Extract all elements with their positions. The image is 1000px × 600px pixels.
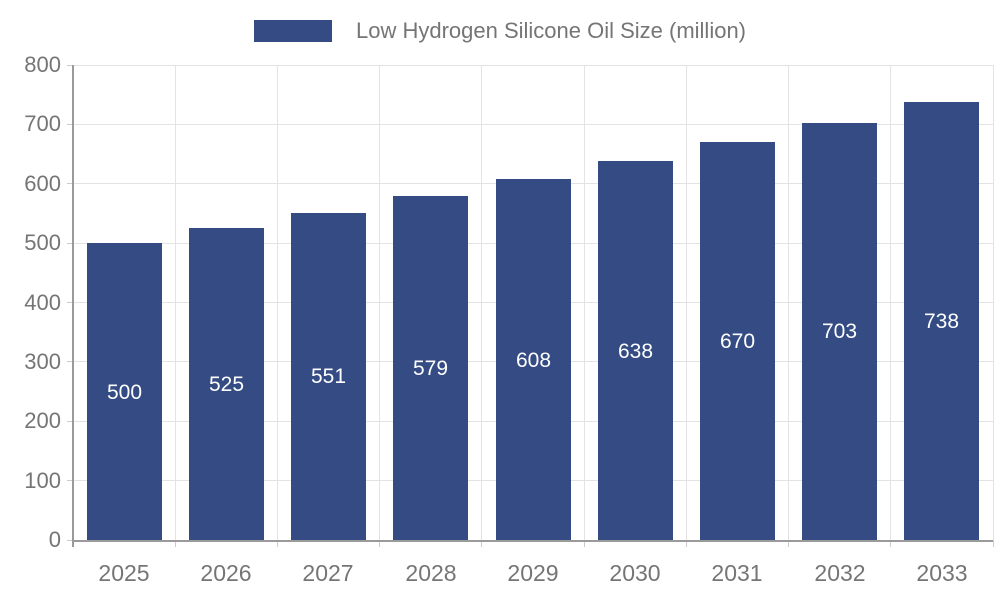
x-tick-mark bbox=[890, 540, 892, 547]
x-tick-label: 2032 bbox=[814, 560, 866, 586]
x-tick-mark bbox=[583, 540, 585, 547]
y-tick-mark bbox=[67, 420, 73, 422]
bar bbox=[393, 196, 468, 540]
gridline bbox=[481, 65, 483, 540]
gridline bbox=[788, 65, 790, 540]
x-tick-mark bbox=[481, 540, 483, 547]
x-tick-mark bbox=[174, 540, 176, 547]
gridline bbox=[583, 65, 585, 540]
x-tick-mark bbox=[379, 540, 381, 547]
x-tick-label: 2031 bbox=[711, 560, 763, 586]
bar-value-label: 579 bbox=[412, 357, 449, 380]
y-axis-line bbox=[72, 65, 74, 547]
y-tick-label: 200 bbox=[24, 408, 61, 434]
gridline bbox=[73, 64, 993, 66]
y-tick-mark bbox=[67, 480, 73, 482]
y-tick-label: 600 bbox=[24, 170, 61, 196]
x-axis-line bbox=[72, 540, 993, 542]
x-tick-mark bbox=[685, 540, 687, 547]
y-tick-mark bbox=[67, 64, 73, 66]
bar bbox=[802, 122, 877, 540]
bar-value-label: 525 bbox=[208, 373, 245, 396]
x-tick-label: 2033 bbox=[916, 560, 968, 586]
bar bbox=[496, 179, 571, 540]
bar-value-label: 670 bbox=[719, 330, 756, 353]
gridline bbox=[174, 65, 176, 540]
bar-value-label: 500 bbox=[106, 381, 143, 404]
gridline bbox=[890, 65, 892, 540]
y-tick-label: 0 bbox=[48, 527, 61, 552]
legend[interactable]: Low Hydrogen Silicone Oil Size (million) bbox=[0, 18, 1000, 44]
bar bbox=[189, 228, 264, 540]
y-tick-label: 700 bbox=[24, 111, 61, 137]
y-tick-label: 300 bbox=[24, 348, 61, 374]
x-tick-label: 2027 bbox=[302, 560, 354, 586]
y-tick-mark bbox=[67, 302, 73, 303]
x-tick-label: 2029 bbox=[507, 560, 559, 586]
y-tick-mark bbox=[67, 242, 73, 244]
x-tick-label: 2028 bbox=[405, 560, 457, 586]
y-tick-label: 800 bbox=[24, 52, 61, 77]
y-tick-label: 400 bbox=[24, 289, 61, 315]
y-tick-mark bbox=[67, 539, 73, 541]
x-tick-label: 2026 bbox=[200, 560, 252, 586]
gridline bbox=[685, 65, 687, 540]
y-tick-mark bbox=[67, 361, 73, 363]
x-tick-mark bbox=[788, 540, 790, 547]
bar bbox=[904, 101, 979, 540]
x-tick-label: 2025 bbox=[98, 560, 150, 586]
x-tick-label: 2030 bbox=[609, 560, 661, 586]
y-tick-label: 500 bbox=[24, 230, 61, 256]
y-tick-label: 100 bbox=[24, 467, 61, 493]
bar-value-label: 608 bbox=[515, 349, 552, 372]
x-tick-mark bbox=[276, 540, 278, 547]
bar bbox=[700, 142, 775, 540]
gridline bbox=[992, 65, 994, 540]
bar-value-label: 703 bbox=[821, 320, 858, 343]
bar-value-label: 551 bbox=[310, 365, 347, 388]
legend-swatch bbox=[253, 20, 332, 42]
bar-value-label: 638 bbox=[617, 340, 654, 363]
gridline bbox=[276, 65, 278, 540]
bar bbox=[87, 243, 162, 540]
gridline bbox=[379, 65, 381, 540]
y-tick-mark bbox=[67, 183, 73, 185]
gridline bbox=[73, 123, 993, 125]
x-tick-mark bbox=[992, 540, 994, 547]
y-tick-mark bbox=[67, 123, 73, 125]
bar bbox=[598, 161, 673, 540]
legend-label: Low Hydrogen Silicone Oil Size (million) bbox=[355, 18, 747, 43]
bar bbox=[291, 212, 366, 540]
bar-value-label: 738 bbox=[923, 310, 960, 333]
